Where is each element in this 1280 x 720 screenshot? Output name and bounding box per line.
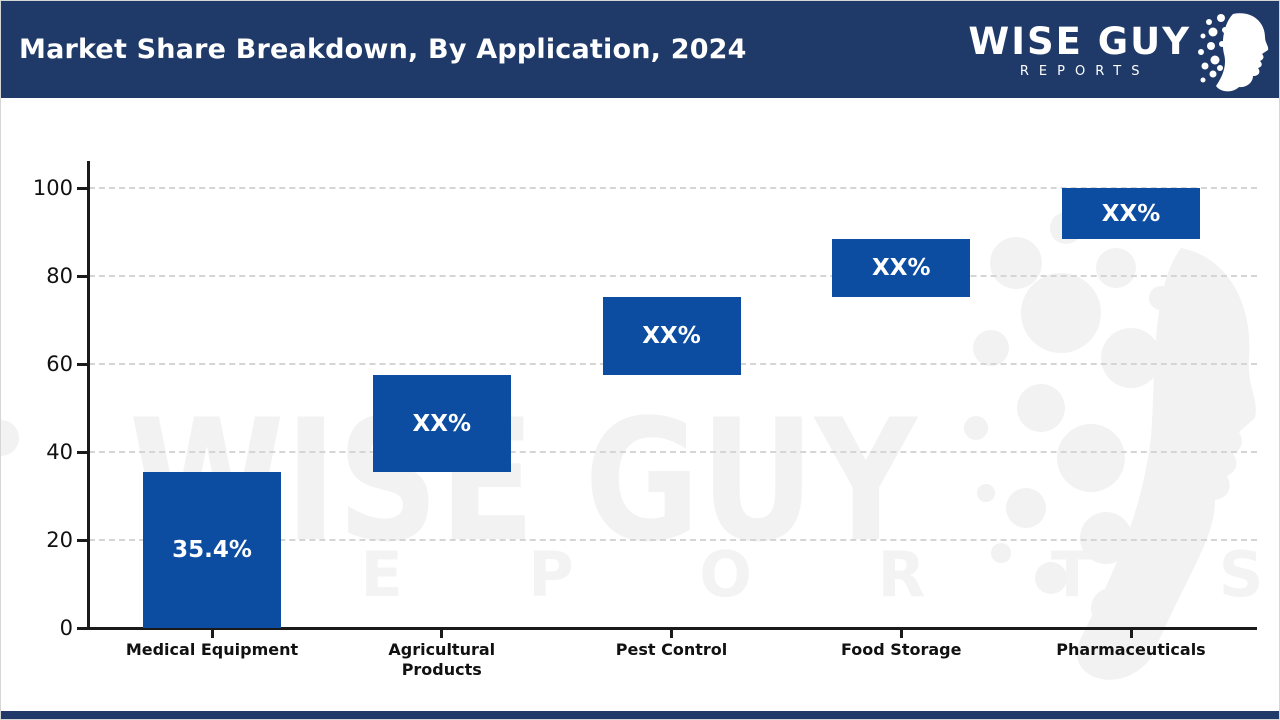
x-axis-tick: [899, 629, 903, 638]
y-axis-tick-label: 40: [46, 440, 73, 464]
y-axis-tick-label: 20: [46, 528, 73, 552]
brand-logo-text: WISE GUY REPORTS: [968, 20, 1191, 80]
bar-pharmaceuticals: XX%: [1062, 188, 1200, 240]
x-axis-tick: [670, 629, 673, 638]
y-axis-tick: [77, 275, 88, 278]
watermark-layer: WISE GUY R E P O R T S: [1, 98, 1279, 714]
bar-pest-control: XX%: [602, 297, 741, 375]
x-axis-tick: [1129, 629, 1133, 638]
bar-food-storage: XX%: [832, 239, 971, 298]
x-axis-label: Pharmaceuticals: [1056, 640, 1206, 659]
x-axis-label: Medical Equipment: [125, 640, 299, 659]
x-axis-label: Food Storage: [841, 640, 962, 659]
brand-name: WISE GUY: [968, 20, 1191, 63]
bar-medical-equipment: 35.4%: [143, 472, 281, 628]
bar-value-label: XX%: [1101, 200, 1161, 227]
gridline: [89, 451, 1257, 453]
x-axis-label: Pest Control: [615, 640, 728, 659]
bar-value-label: XX%: [412, 410, 471, 437]
brand-head-icon: [1198, 13, 1269, 92]
bar-value-label: XX%: [642, 323, 701, 350]
bar-agricultural-products: XX%: [372, 375, 511, 473]
x-axis-tick: [440, 629, 444, 638]
bar-value-label: XX%: [871, 255, 931, 282]
y-axis-tick: [77, 187, 88, 190]
bar-value-label: 35.4%: [172, 537, 252, 564]
x-axis-tick: [210, 629, 214, 638]
y-axis-tick-label: 80: [46, 264, 73, 288]
y-axis-tick-label: 60: [46, 352, 73, 376]
gridline: [89, 275, 1257, 277]
y-axis-tick: [77, 627, 88, 630]
x-axis-label: Agricultural Products: [388, 640, 496, 679]
footer-bar: [1, 711, 1279, 719]
x-axis: [87, 627, 1257, 630]
brand-logo: WISE GUY REPORTS: [968, 9, 1269, 93]
y-axis-tick-label: 100: [32, 176, 73, 200]
y-axis: [87, 161, 90, 630]
y-axis-tick-label: 0: [59, 616, 73, 640]
y-axis-tick: [77, 539, 88, 542]
page-title: Market Share Breakdown, By Application, …: [19, 34, 747, 65]
watermark-dotted-head: [1, 212, 1256, 680]
brand-subname: REPORTS: [1019, 64, 1150, 79]
header-bar: Market Share Breakdown, By Application, …: [1, 1, 1279, 98]
gridline: [89, 187, 1257, 189]
gridline: [89, 539, 1257, 541]
y-axis-tick: [77, 451, 88, 454]
y-axis-tick: [77, 363, 88, 366]
